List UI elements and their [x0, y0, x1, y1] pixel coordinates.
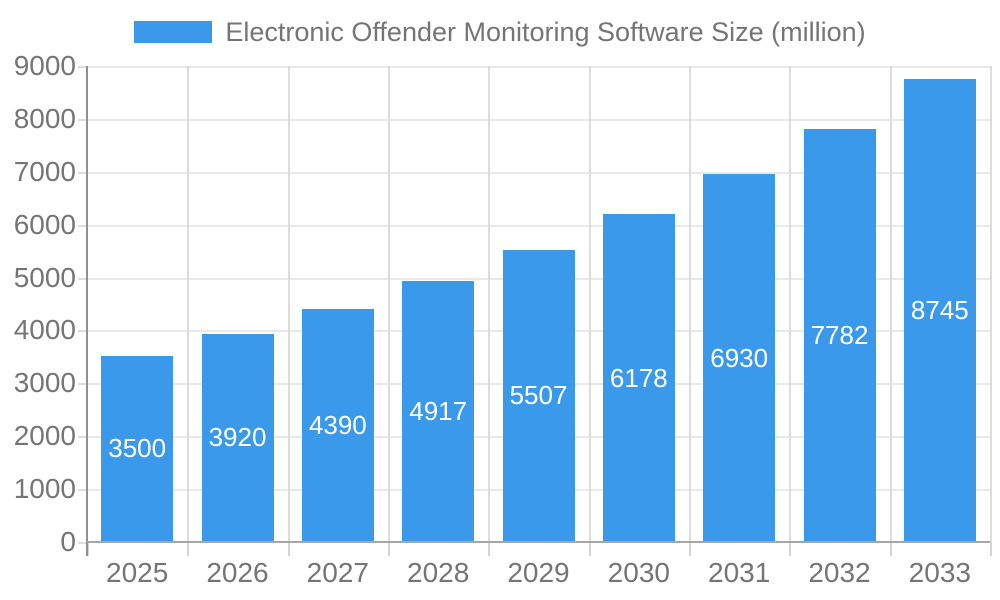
gridline-horizontal — [87, 118, 990, 121]
plot-area: 3500 3920 4390 4917 5507 6178 6930 7782 8745 — [78, 66, 992, 556]
y-axis-tick-label: 4000 — [13, 314, 76, 346]
x-axis-tick — [588, 542, 591, 556]
bar-value-label: 4390 — [308, 409, 367, 440]
y-axis-tick — [78, 489, 87, 492]
x-axis-tick — [889, 542, 892, 556]
gridline-vertical — [287, 66, 290, 542]
bar-2026[interactable]: 3920 — [201, 333, 274, 541]
gridline-horizontal — [87, 66, 990, 68]
bar-2028[interactable]: 4917 — [402, 280, 475, 541]
x-axis-tick — [689, 542, 691, 556]
legend-swatch-icon — [134, 21, 213, 43]
legend-item[interactable]: Electronic Offender Monitoring Software … — [0, 16, 1000, 48]
bar-value-label: 4917 — [409, 395, 468, 426]
bar-2030[interactable]: 6178 — [602, 214, 675, 541]
bar-value-label: 5507 — [509, 380, 568, 411]
bar-2027[interactable]: 4390 — [301, 308, 374, 541]
x-axis-tick — [87, 542, 89, 556]
y-axis-tick — [78, 542, 87, 544]
y-axis-tick-label: 9000 — [13, 50, 76, 81]
bar-value-label: 3500 — [108, 433, 167, 464]
gridline-horizontal — [87, 224, 990, 227]
x-axis-line — [87, 541, 990, 543]
y-axis-tick-label: 2000 — [13, 420, 76, 452]
gridline-horizontal — [87, 171, 990, 174]
y-axis-tick — [78, 118, 87, 121]
bar-2029[interactable]: 5507 — [502, 249, 575, 541]
bar-value-label: 3920 — [208, 422, 267, 453]
x-axis-tick-label: 2029 — [507, 557, 570, 588]
y-axis-tick — [78, 277, 87, 280]
y-axis-tick — [78, 171, 87, 174]
gridline-vertical — [789, 66, 792, 542]
y-axis-tick-label: 8000 — [13, 102, 76, 134]
y-axis-tick-label: 3000 — [13, 367, 76, 399]
x-axis-tick-label: 2032 — [808, 557, 871, 588]
bar-value-label: 8745 — [910, 294, 969, 325]
bar-2031[interactable]: 6930 — [703, 174, 776, 541]
bar-2025[interactable]: 3500 — [101, 355, 174, 541]
x-axis-tick — [990, 542, 992, 556]
y-axis-tick-label: 6000 — [13, 208, 76, 240]
x-axis-tick — [488, 542, 491, 556]
x-axis-tick — [789, 542, 792, 556]
bar-value-label: 6178 — [609, 362, 668, 393]
y-axis-tick — [78, 330, 87, 333]
bar-value-label: 7782 — [810, 320, 869, 351]
bar-2032[interactable]: 7782 — [803, 129, 876, 541]
gridline-vertical — [388, 66, 390, 542]
bar-2033[interactable]: 8745 — [903, 78, 976, 541]
x-axis-tick-label: 2028 — [407, 557, 470, 588]
gridline-vertical — [990, 66, 992, 542]
gridline-vertical — [588, 66, 591, 542]
y-axis-tick — [78, 383, 87, 386]
x-axis-tick-label: 2030 — [607, 557, 670, 588]
y-axis-tick-label: 5000 — [13, 261, 76, 293]
gridline-vertical — [488, 66, 491, 542]
y-axis-tick-label: 0 — [60, 526, 76, 557]
y-axis-tick-label: 7000 — [13, 155, 76, 187]
y-axis-tick — [78, 66, 87, 68]
x-axis-tick-label: 2031 — [708, 557, 771, 588]
legend-label: Electronic Offender Monitoring Software … — [225, 16, 866, 47]
x-axis-tick-label: 2033 — [908, 557, 971, 588]
x-axis-tick — [287, 542, 290, 556]
x-axis-tick-label: 2026 — [206, 557, 269, 588]
bar-value-label: 6930 — [710, 342, 769, 373]
gridline-vertical — [689, 66, 691, 542]
y-axis-tick-label: 1000 — [13, 473, 76, 505]
x-axis-tick-label: 2027 — [306, 557, 369, 588]
gridline-vertical — [187, 66, 190, 542]
y-axis-tick — [78, 436, 87, 439]
x-axis-tick — [187, 542, 190, 556]
y-axis-tick — [78, 224, 87, 227]
x-axis-tick — [388, 542, 390, 556]
gridline-vertical — [889, 66, 892, 542]
x-axis-tick-label: 2025 — [106, 557, 169, 588]
y-axis-line — [86, 66, 88, 556]
